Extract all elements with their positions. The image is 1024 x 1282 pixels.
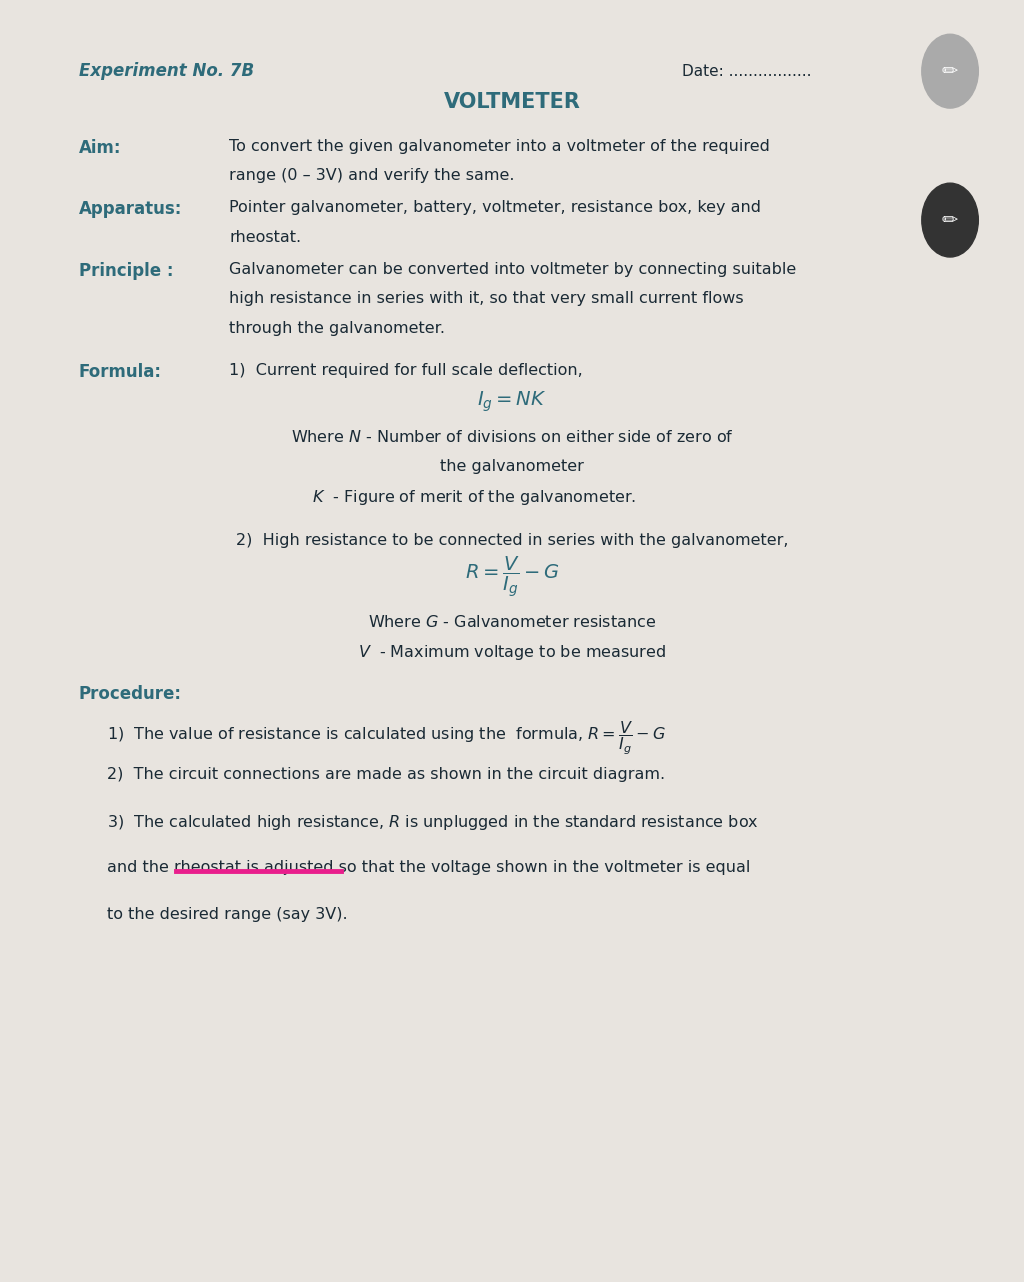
Text: Principle :: Principle : — [79, 262, 173, 279]
Text: To convert the given galvanometer into a voltmeter of the required: To convert the given galvanometer into a… — [229, 138, 770, 154]
Text: to the desired range (say 3V).: to the desired range (say 3V). — [106, 906, 347, 922]
Text: Pointer galvanometer, battery, voltmeter, resistance box, key and: Pointer galvanometer, battery, voltmeter… — [229, 200, 762, 215]
Text: VOLTMETER: VOLTMETER — [443, 92, 581, 112]
Text: Galvanometer can be converted into voltmeter by connecting suitable: Galvanometer can be converted into voltm… — [229, 262, 797, 277]
Text: rheostat.: rheostat. — [229, 229, 301, 245]
Text: $K$  - Figure of merit of the galvanometer.: $K$ - Figure of merit of the galvanomete… — [312, 488, 637, 508]
Text: 2)  High resistance to be connected in series with the galvanometer,: 2) High resistance to be connected in se… — [236, 533, 788, 547]
Text: Formula:: Formula: — [79, 363, 162, 381]
Circle shape — [922, 35, 978, 108]
Circle shape — [922, 183, 978, 256]
Text: and the rheostat is adjusted so that the voltage shown in the voltmeter is equal: and the rheostat is adjusted so that the… — [106, 860, 751, 876]
Text: Procedure:: Procedure: — [79, 686, 181, 704]
Text: the galvanometer: the galvanometer — [440, 459, 584, 474]
Text: Apparatus:: Apparatus: — [79, 200, 182, 218]
Text: range (0 – 3V) and verify the same.: range (0 – 3V) and verify the same. — [229, 168, 515, 183]
Text: Date: .................: Date: ................. — [682, 64, 811, 78]
Text: high resistance in series with it, so that very small current flows: high resistance in series with it, so th… — [229, 291, 744, 306]
Text: ✏: ✏ — [942, 210, 958, 229]
Text: Where $G$ - Galvanometer resistance: Where $G$ - Galvanometer resistance — [368, 614, 656, 629]
Text: 1)  Current required for full scale deflection,: 1) Current required for full scale defle… — [229, 363, 583, 378]
Text: through the galvanometer.: through the galvanometer. — [229, 320, 445, 336]
Text: 2)  The circuit connections are made as shown in the circuit diagram.: 2) The circuit connections are made as s… — [106, 767, 665, 782]
Text: 3)  The calculated high resistance, $R$ is unplugged in the standard resistance : 3) The calculated high resistance, $R$ i… — [106, 813, 759, 832]
Text: $I_g = NK$: $I_g = NK$ — [477, 390, 547, 414]
Text: $R = \dfrac{V}{I_g} - G$: $R = \dfrac{V}{I_g} - G$ — [465, 555, 559, 599]
Text: Experiment No. 7B: Experiment No. 7B — [79, 62, 254, 81]
Text: $V$  - Maximum voltage to be measured: $V$ - Maximum voltage to be measured — [358, 644, 666, 663]
Text: Where $N$ - Number of divisions on either side of zero of: Where $N$ - Number of divisions on eithe… — [291, 429, 733, 445]
Text: ✏: ✏ — [942, 62, 958, 81]
Text: 1)  The value of resistance is calculated using the  formula, $R = \dfrac{V}{I_g: 1) The value of resistance is calculated… — [106, 719, 666, 758]
Text: Aim:: Aim: — [79, 138, 121, 156]
